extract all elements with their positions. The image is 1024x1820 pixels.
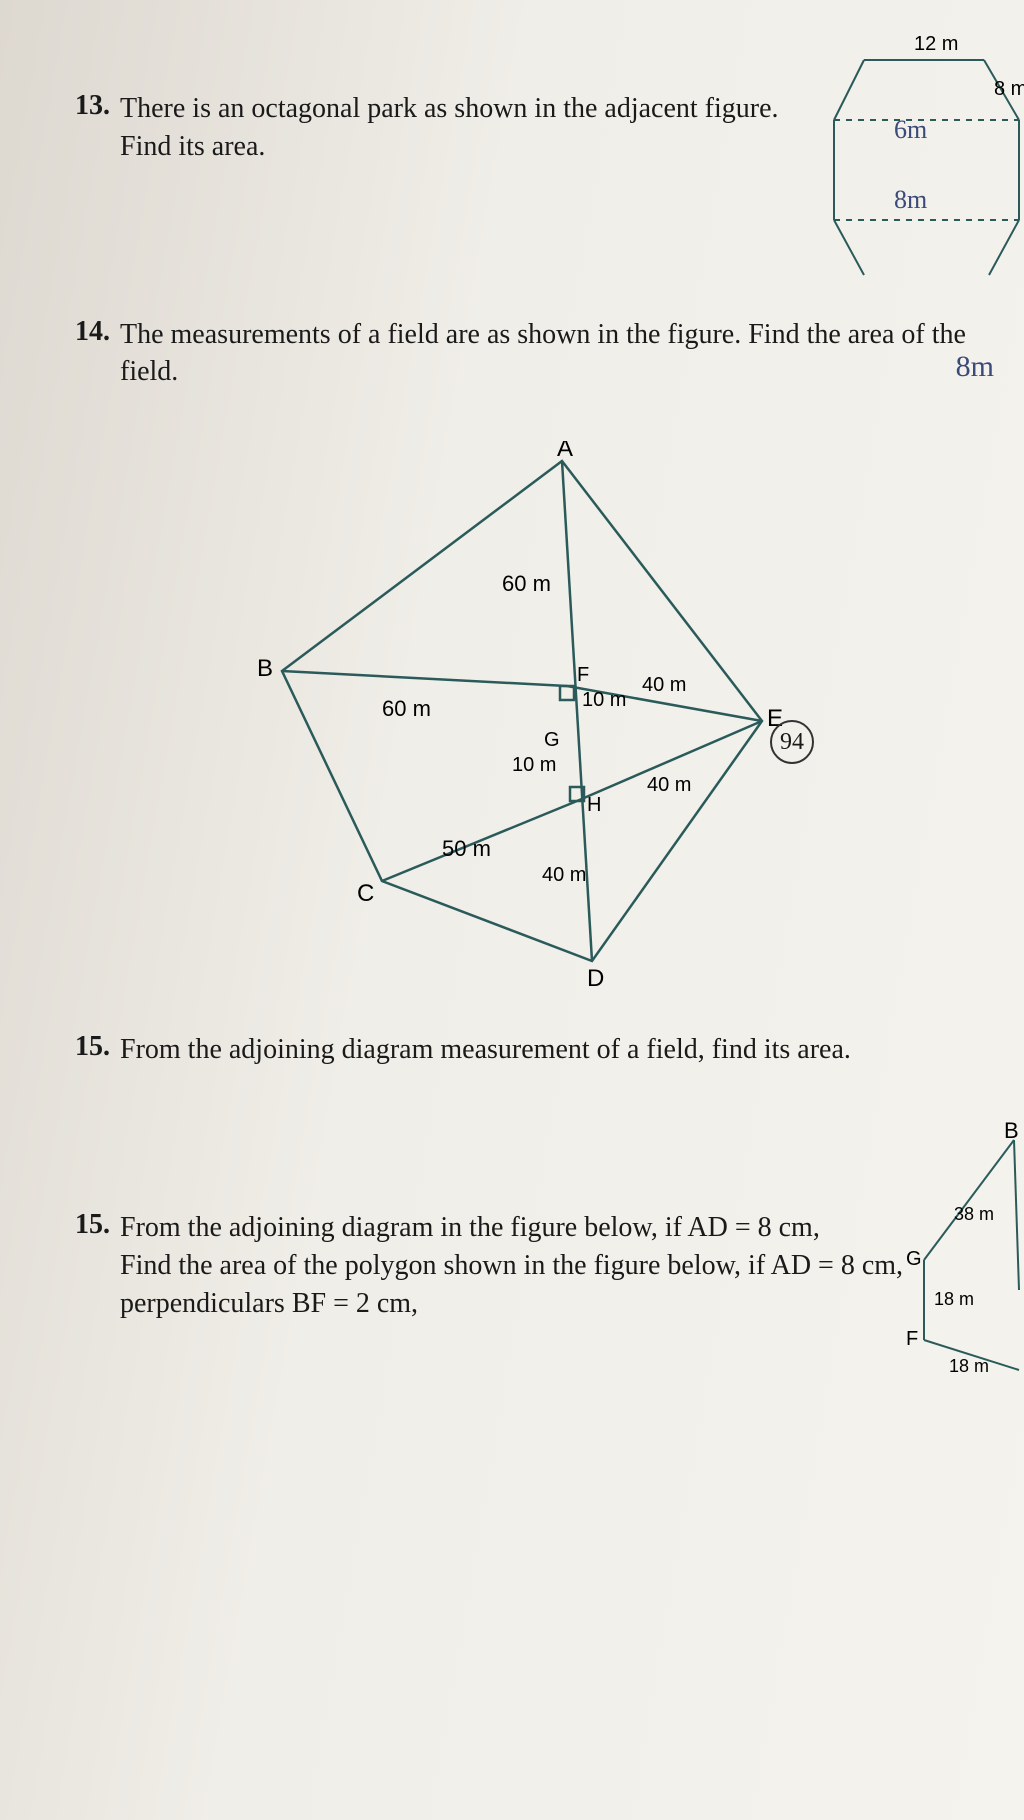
q15b-row2: Find the area of the polygon shown in th… bbox=[0, 1247, 1024, 1323]
q14-number: 14. bbox=[60, 316, 120, 348]
q13-hand-mid: 8m bbox=[894, 185, 927, 215]
q14-hand-after: 8m bbox=[956, 350, 994, 384]
octagon-svg: 12 m 8 m bbox=[824, 20, 1024, 280]
q15-B: B bbox=[1004, 1120, 1019, 1143]
label-C: C bbox=[357, 880, 374, 907]
circled-answer-value: 94 bbox=[780, 729, 804, 756]
q15b-text1: From the adjoining diagram in the figure… bbox=[120, 1209, 1004, 1247]
q13-top-label: 12 m bbox=[914, 33, 958, 55]
q13-right-label: 8 m bbox=[994, 78, 1024, 100]
worksheet-page: 13. There is an octagonal park as shown … bbox=[0, 0, 1024, 1820]
q15-38m: 38 m bbox=[954, 1204, 994, 1224]
label-F: F bbox=[577, 664, 589, 686]
q15b-number: 15. bbox=[60, 1209, 120, 1241]
q13-octagon-figure: 12 m 8 m 6m 8m bbox=[824, 20, 1024, 280]
meas-HD-40: 40 m bbox=[542, 864, 586, 886]
meas-HE-40: 40 m bbox=[647, 774, 691, 796]
q14-field-diagram: A E D C B F G H 60 m 60 m 10 m 40 m 10 m… bbox=[232, 441, 792, 991]
label-H: H bbox=[587, 794, 601, 816]
label-B: B bbox=[257, 655, 273, 682]
q13-number: 13. bbox=[60, 90, 120, 122]
label-D: D bbox=[587, 965, 604, 991]
q15-18a: 18 m bbox=[934, 1289, 974, 1309]
q15-partial-svg: B G F 38 m 18 m 18 m bbox=[904, 1120, 1024, 1420]
q15-G: G bbox=[906, 1248, 922, 1270]
q15a-number: 15. bbox=[60, 1031, 120, 1063]
label-A: A bbox=[557, 441, 573, 462]
q15b-text2: Find the area of the polygon shown in th… bbox=[120, 1247, 1004, 1323]
q14-text: The measurements of a field are as shown… bbox=[120, 316, 1004, 392]
meas-CH-50: 50 m bbox=[442, 836, 491, 861]
label-G: G bbox=[544, 729, 560, 751]
q15-partial-figure: B G F 38 m 18 m 18 m bbox=[904, 1120, 1024, 1420]
q13-hand-top: 6m bbox=[894, 115, 927, 145]
q15-18b: 18 m bbox=[949, 1356, 989, 1376]
meas-AF: 60 m bbox=[502, 571, 551, 596]
meas-FE-40: 40 m bbox=[642, 674, 686, 696]
field-svg: A E D C B F G H 60 m 60 m 10 m 40 m 10 m… bbox=[232, 441, 792, 991]
q15b-row1: 15. From the adjoining diagram in the fi… bbox=[0, 1069, 1024, 1247]
q15-F: F bbox=[906, 1328, 918, 1350]
meas-BF: 60 m bbox=[382, 696, 431, 721]
meas-GH-10: 10 m bbox=[512, 754, 556, 776]
meas-FG-10: 10 m bbox=[582, 689, 626, 711]
circled-answer: 94 bbox=[770, 720, 814, 764]
q15a-text: From the adjoining diagram measurement o… bbox=[120, 1031, 1004, 1069]
q15a-row: 15. From the adjoining diagram measureme… bbox=[0, 991, 1024, 1069]
